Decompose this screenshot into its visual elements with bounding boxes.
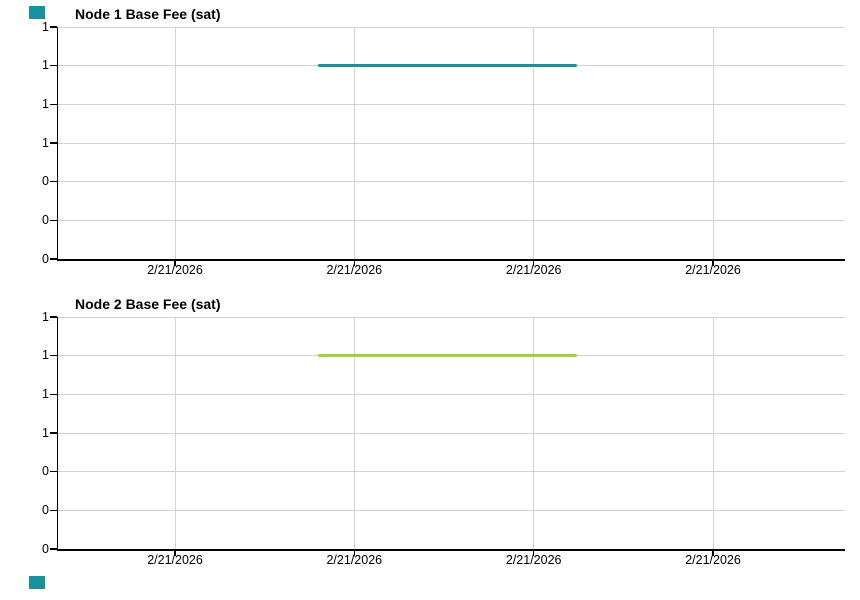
y-tick-mark xyxy=(50,509,57,512)
y-axis-line xyxy=(56,317,58,551)
y-tick-mark xyxy=(50,219,57,222)
grid-line-horizontal xyxy=(58,509,845,511)
x-tick-mark xyxy=(532,550,535,556)
grid-line-horizontal xyxy=(58,26,845,28)
y-tick-mark xyxy=(50,180,57,183)
y-tick-mark xyxy=(50,26,57,28)
series-line-node-1 xyxy=(318,64,577,68)
x-axis-tick-label: 2/21/2026 xyxy=(147,553,203,567)
y-tick-mark xyxy=(50,354,57,357)
grid-line-vertical xyxy=(353,27,355,259)
y-axis-tick-label: 1 xyxy=(42,135,49,150)
y-axis-tick-label: 1 xyxy=(42,58,49,73)
x-axis-tick-label: 2/21/2026 xyxy=(326,553,383,567)
x-tick-mark xyxy=(712,260,714,266)
x-tick-mark xyxy=(353,550,356,556)
x-axis-line xyxy=(56,259,845,261)
y-tick-mark xyxy=(50,103,57,106)
y-tick-mark xyxy=(50,64,57,67)
x-tick-mark xyxy=(712,550,714,556)
y-axis-tick-label: 0 xyxy=(42,464,49,479)
x-axis-tick-label: 2/21/2026 xyxy=(685,263,741,277)
y-tick-mark xyxy=(50,393,57,396)
x-tick-mark xyxy=(353,260,356,266)
chart-title: Node 1 Base Fee (sat) xyxy=(75,6,221,22)
grid-line-horizontal xyxy=(58,142,845,144)
teal-corner-marker-bottom xyxy=(29,576,45,589)
series-line-node-2 xyxy=(318,354,577,358)
chart-title: Node 2 Base Fee (sat) xyxy=(75,296,221,312)
y-axis-tick-label: 0 xyxy=(42,212,49,227)
grid-line-vertical xyxy=(353,317,355,549)
grid-line-vertical xyxy=(174,27,176,259)
x-tick-mark xyxy=(174,550,176,556)
y-tick-mark xyxy=(50,432,57,434)
y-axis-tick-label: 1 xyxy=(42,96,49,111)
grid-line-vertical xyxy=(712,27,714,259)
y-axis-tick-label: 0 xyxy=(42,251,49,266)
grid-line-horizontal xyxy=(58,219,845,221)
y-tick-mark xyxy=(50,316,57,318)
grid-line-horizontal xyxy=(58,316,845,318)
y-axis-tick-label: 0 xyxy=(42,502,49,517)
grid-line-vertical xyxy=(174,317,176,549)
grid-line-vertical xyxy=(712,317,714,549)
y-axis-tick-label: 0 xyxy=(42,174,49,189)
x-axis-tick-label: 2/21/2026 xyxy=(505,263,562,277)
y-axis-tick-label: 1 xyxy=(42,348,49,363)
x-axis-line xyxy=(56,549,845,551)
y-axis-line xyxy=(56,27,58,261)
grid-line-horizontal xyxy=(58,471,845,473)
y-tick-mark xyxy=(50,470,57,473)
x-tick-mark xyxy=(174,260,176,266)
grid-line-horizontal xyxy=(58,103,845,105)
x-tick-mark xyxy=(532,260,535,266)
grid-line-horizontal xyxy=(58,432,845,434)
grid-line-vertical xyxy=(533,27,535,259)
grid-line-vertical xyxy=(533,317,535,549)
x-axis-tick-label: 2/21/2026 xyxy=(685,553,741,567)
y-axis-tick-label: 0 xyxy=(42,541,49,556)
y-tick-mark xyxy=(50,548,57,550)
teal-corner-marker-top xyxy=(29,6,45,19)
y-tick-mark xyxy=(50,142,57,144)
grid-line-horizontal xyxy=(58,393,845,395)
y-axis-tick-label: 1 xyxy=(42,425,49,440)
x-axis-tick-label: 2/21/2026 xyxy=(147,263,203,277)
y-axis-tick-label: 1 xyxy=(42,309,49,324)
y-tick-mark xyxy=(50,258,57,260)
x-axis-tick-label: 2/21/2026 xyxy=(505,553,562,567)
grid-line-horizontal xyxy=(58,181,845,183)
y-axis-tick-label: 1 xyxy=(42,19,49,34)
x-axis-tick-label: 2/21/2026 xyxy=(326,263,383,277)
y-axis-tick-label: 1 xyxy=(42,386,49,401)
